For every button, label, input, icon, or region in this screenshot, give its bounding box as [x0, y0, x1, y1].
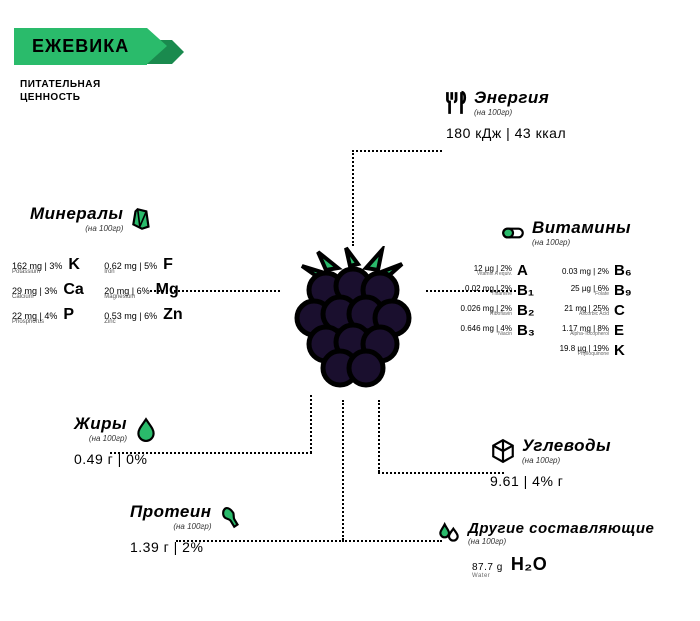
vitamins-data: 12 µg | 2%Vitamin A equiv.A 0.02 mg | 2%T…	[450, 262, 634, 359]
cube-icon	[490, 438, 516, 464]
drop-icon	[133, 416, 159, 442]
vitamin-row: 21 mg | 25%Ascorbic AcidC	[547, 302, 634, 319]
vitamin-row: 0.02 mg | 2%ThiamineB₁	[450, 282, 537, 299]
crystal-icon	[129, 206, 155, 232]
energy-section: Энергия(на 100гр) 180 кДж | 43 ккал	[442, 88, 566, 141]
mineral-row: 162 mg | 3%PotassiumK	[12, 256, 84, 275]
mineral-row: 20 mg | 6%MagnesiumMg	[104, 281, 182, 300]
vitamin-row: 0.646 mg | 4%NiacinB₃	[450, 322, 537, 339]
meat-icon	[218, 504, 244, 530]
pill-icon	[500, 220, 526, 246]
other-section: Другие составляющие(на 100гр) 87.7 gWate…	[436, 520, 654, 579]
vitamin-row: 12 µg | 2%Vitamin A equiv.A	[450, 262, 537, 279]
drops-icon	[436, 520, 462, 546]
vitamin-row: 19.8 µg | 19%PhylloquinoneK	[547, 342, 634, 359]
vitamins-section: Витамины(на 100гр)	[500, 218, 631, 247]
mineral-row: 0.62 mg | 5%IronF	[104, 256, 182, 275]
minerals-data: 162 mg | 3%PotassiumK 29 mg | 3%CalciumCa…	[12, 256, 183, 331]
vitamin-row: 1.17 mg | 8%Alpha-TocopherolE	[547, 322, 634, 339]
vitamin-row: 0.026 mg | 2%RiboflavinB₂	[450, 302, 537, 319]
fats-section: Жиры(на 100гр) 0.49 г | 0%	[74, 414, 159, 467]
blackberry-icon	[278, 246, 428, 396]
vitamin-row: 0.03 mg | 2%B₆	[547, 262, 634, 279]
mineral-row: 22 mg | 4%PhosphorusP	[12, 306, 84, 325]
protein-section: Протеин(на 100гр) 1.39 г | 2%	[130, 502, 244, 555]
mineral-row: 0.53 mg | 6%ZincZn	[104, 306, 182, 325]
carbs-section: Углеводы(на 100гр) 9.61 | 4% г	[490, 436, 611, 489]
minerals-section: Минералы(на 100гр)	[30, 204, 155, 233]
fork-icon	[442, 90, 468, 116]
title-ribbon: ЕЖЕВИКА	[14, 28, 147, 65]
subtitle: ПИТАТЕЛЬНАЯЦЕННОСТЬ	[20, 78, 101, 104]
mineral-row: 29 mg | 3%CalciumCa	[12, 281, 84, 300]
vitamin-row: 25 µg | 6%FolateB₉	[547, 282, 634, 299]
